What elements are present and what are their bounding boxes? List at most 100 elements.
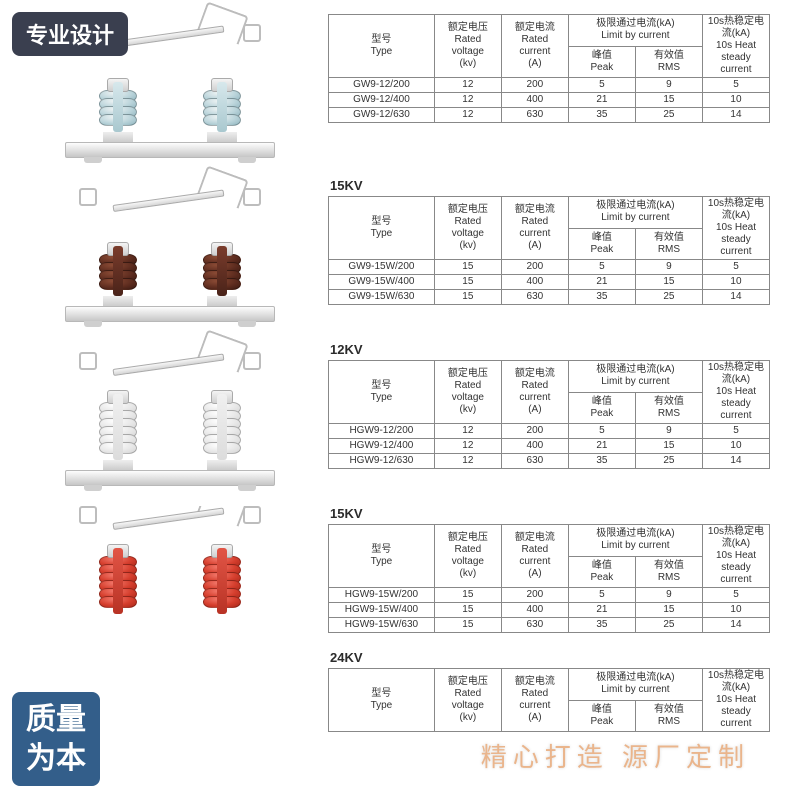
cell-peak: 35 [568, 454, 635, 469]
cell-rms: 15 [635, 275, 702, 290]
spec-table: 型号Type 额定电压Ratedvoltage(kv) 额定电流Ratedcur… [328, 14, 770, 123]
cell-peak: 5 [568, 78, 635, 93]
insulator-left [99, 556, 137, 614]
th-peak: 峰值Peak [568, 392, 635, 424]
th-voltage: 额定电压Ratedvoltage(kv) [434, 197, 501, 260]
th-limit-group: 极限通过电流(kA)Limit by current [568, 525, 702, 557]
badge-bottom-l2: 为本 [26, 739, 86, 778]
th-heat: 10s热稳定电流(kA)10s Heat steadycurrent [702, 197, 769, 260]
table-row: HGW9-15W/200 15 200 5 9 5 [329, 588, 770, 603]
cell-rms: 9 [635, 260, 702, 275]
cell-type: HGW9-12/200 [329, 424, 435, 439]
cell-heat: 5 [702, 260, 769, 275]
table-row: GW9-12/630 12 630 35 25 14 [329, 108, 770, 123]
cell-rms: 15 [635, 603, 702, 618]
spec-row: 型号Type 额定电压Ratedvoltage(kv) 额定电流Ratedcur… [40, 14, 770, 164]
table-wrap: 型号Type 额定电压Ratedvoltage(kv) 额定电流Ratedcur… [328, 14, 770, 164]
cell-rms: 15 [635, 439, 702, 454]
insulator-left [99, 254, 137, 296]
cell-a: 400 [501, 603, 568, 618]
cell-kv: 12 [434, 439, 501, 454]
cell-type: HGW9-15W/400 [329, 603, 435, 618]
cell-kv: 15 [434, 603, 501, 618]
cell-rms: 9 [635, 78, 702, 93]
table-wrap: 15KV 型号Type 额定电压Ratedvoltage(kv) 额定电流Rat… [328, 178, 770, 328]
th-type: 型号Type [329, 525, 435, 588]
terminal-lug [79, 188, 97, 206]
cell-type: GW9-12/400 [329, 93, 435, 108]
th-heat: 10s热稳定电流(kA)10s Heat steadycurrent [702, 525, 769, 588]
cell-type: GW9-12/630 [329, 108, 435, 123]
th-voltage: 额定电压Ratedvoltage(kv) [434, 361, 501, 424]
switch-blade [113, 507, 225, 530]
spec-row: 24KV 型号Type 额定电压Ratedvoltage(kv) 额定电流Rat… [40, 650, 770, 732]
cell-a: 200 [501, 424, 568, 439]
isolator-illustration [65, 342, 275, 492]
spec-table: 型号Type 额定电压Ratedvoltage(kv) 额定电流Ratedcur… [328, 524, 770, 633]
cell-a: 630 [501, 290, 568, 305]
mounting-base [65, 306, 275, 322]
cell-kv: 12 [434, 424, 501, 439]
cell-type: HGW9-12/400 [329, 439, 435, 454]
switch-blade [113, 353, 225, 376]
th-rms: 有效值RMS [635, 392, 702, 424]
table-row: HGW9-12/200 12 200 5 9 5 [329, 424, 770, 439]
th-type: 型号Type [329, 15, 435, 78]
cell-a: 630 [501, 454, 568, 469]
insulator-left [99, 90, 137, 132]
insulator-right [203, 90, 241, 132]
th-current: 额定电流Ratedcurrent(A) [501, 525, 568, 588]
th-heat: 10s热稳定电流(kA)10s Heat steadycurrent [702, 361, 769, 424]
cell-rms: 9 [635, 424, 702, 439]
th-heat: 10s热稳定电流(kA)10s Heat steadycurrent [702, 15, 769, 78]
spec-table: 型号Type 额定电压Ratedvoltage(kv) 额定电流Ratedcur… [328, 668, 770, 732]
th-peak: 峰值Peak [568, 228, 635, 260]
terminal-lug [243, 188, 261, 206]
voltage-label: 15KV [330, 506, 770, 521]
cell-a: 400 [501, 439, 568, 454]
th-voltage: 额定电压Ratedvoltage(kv) [434, 669, 501, 732]
cell-type: GW9-15W/630 [329, 290, 435, 305]
cell-a: 630 [501, 618, 568, 633]
cell-heat: 14 [702, 454, 769, 469]
cell-a: 200 [501, 260, 568, 275]
cell-type: GW9-15W/200 [329, 260, 435, 275]
cell-kv: 15 [434, 618, 501, 633]
voltage-label: 24KV [330, 650, 770, 665]
cell-peak: 21 [568, 439, 635, 454]
cell-heat: 14 [702, 290, 769, 305]
operating-arm [197, 165, 249, 208]
cell-type: HGW9-15W/630 [329, 618, 435, 633]
table-wrap: 12KV 型号Type 额定电压Ratedvoltage(kv) 额定电流Rat… [328, 342, 770, 492]
cell-peak: 21 [568, 93, 635, 108]
table-row: GW9-12/200 12 200 5 9 5 [329, 78, 770, 93]
table-row: GW9-15W/200 15 200 5 9 5 [329, 260, 770, 275]
cell-rms: 25 [635, 108, 702, 123]
cell-heat: 14 [702, 108, 769, 123]
cell-kv: 12 [434, 454, 501, 469]
th-rms: 有效值RMS [635, 228, 702, 260]
isolator-illustration [65, 178, 275, 328]
isolator-illustration [65, 506, 275, 636]
cell-heat: 5 [702, 588, 769, 603]
cell-peak: 35 [568, 290, 635, 305]
cell-peak: 35 [568, 108, 635, 123]
cell-type: HGW9-15W/200 [329, 588, 435, 603]
mounting-base [65, 142, 275, 158]
cell-a: 630 [501, 108, 568, 123]
insulator-right [203, 556, 241, 614]
cell-kv: 15 [434, 275, 501, 290]
badge-bottom-l1: 质量 [26, 700, 86, 739]
th-current: 额定电流Ratedcurrent(A) [501, 197, 568, 260]
insulator-right [203, 402, 241, 460]
cell-a: 200 [501, 588, 568, 603]
cell-type: HGW9-12/630 [329, 454, 435, 469]
voltage-label: 15KV [330, 178, 770, 193]
switch-blade [113, 189, 225, 212]
insulator-right [203, 254, 241, 296]
th-peak: 峰值Peak [568, 46, 635, 78]
th-voltage: 额定电压Ratedvoltage(kv) [434, 525, 501, 588]
switch-blade [113, 25, 225, 48]
terminal-lug [243, 24, 261, 42]
mounting-base [65, 470, 275, 486]
